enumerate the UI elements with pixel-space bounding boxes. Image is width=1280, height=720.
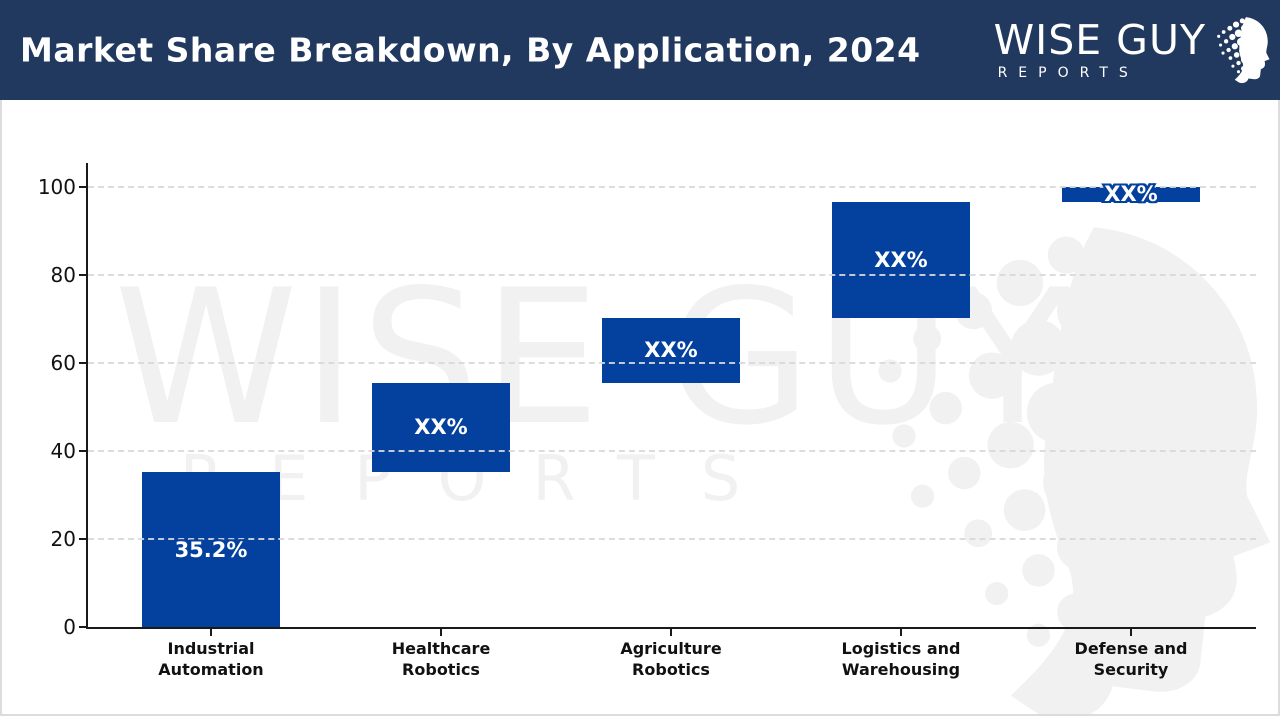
category-label: Industrial Automation — [96, 639, 326, 681]
x-axis-spine — [86, 627, 1256, 629]
logo-head-icon — [1217, 17, 1270, 84]
bar-value-label: 35.2% — [173, 536, 250, 564]
x-tick-mark — [900, 629, 902, 636]
category-label-line: Agriculture — [620, 639, 722, 658]
y-tick-mark — [79, 362, 88, 364]
y-tick-label: 80 — [50, 263, 76, 287]
app-header: Market Share Breakdown, By Application, … — [0, 0, 1280, 100]
category-label: Logistics and Warehousing — [786, 639, 1016, 681]
y-tick-label: 20 — [50, 527, 76, 551]
category-label-line: Defense and — [1074, 639, 1188, 658]
bar-segment — [142, 472, 280, 627]
x-tick-mark — [440, 629, 442, 636]
logo-sub-text: REPORTS — [997, 64, 1139, 81]
category-label-line: Automation — [158, 659, 264, 679]
category-label-line: Healthcare — [391, 639, 491, 658]
gridline — [88, 538, 1256, 540]
category-label-line: Warehousing — [841, 659, 961, 679]
category-label-line: Robotics — [402, 659, 480, 679]
y-tick-label: 100 — [37, 175, 76, 199]
bar-value-label: XX% — [412, 413, 469, 441]
y-axis-spine — [86, 163, 88, 629]
y-tick-mark — [79, 186, 88, 188]
x-tick-mark — [670, 629, 672, 636]
bar-segment — [1062, 187, 1200, 202]
y-tick-mark — [79, 274, 88, 276]
logo-name-text: WISE GUY — [993, 15, 1206, 64]
gridline — [88, 274, 1256, 276]
y-tick-label: 40 — [50, 439, 76, 463]
x-tick-mark — [210, 629, 212, 636]
category-label: Defense and Security — [1016, 639, 1246, 681]
category-label-line: Industrial — [167, 639, 255, 658]
category-label-line: Security — [1093, 659, 1169, 679]
waterfall-chart: 35.2% Industrial Automation XX% Healthcare Ro… — [2, 100, 1278, 714]
bar-value-label: XX% — [1102, 180, 1159, 208]
category-label: Healthcare Robotics — [326, 639, 556, 681]
category-label-line: Logistics and — [841, 639, 961, 658]
category-label: Agriculture Robotics — [556, 639, 786, 681]
y-tick-label: 0 — [63, 615, 76, 639]
gridline — [88, 362, 1256, 364]
gridline — [88, 450, 1256, 452]
bar-segment — [372, 382, 510, 473]
y-tick-mark — [79, 538, 88, 540]
bar-segment — [832, 201, 970, 318]
wiseguy-logo: WISE GUY REPORTS — [994, 0, 1272, 100]
y-tick-mark — [79, 626, 88, 628]
y-tick-label: 60 — [50, 351, 76, 375]
bar-value-label: XX% — [642, 336, 699, 364]
logo-wordmark: WISE GUY REPORTS — [993, 15, 1206, 81]
gridline — [88, 186, 1256, 188]
page-title: Market Share Breakdown, By Application, … — [20, 30, 921, 70]
bar-segment — [602, 317, 740, 383]
category-label-line: Robotics — [632, 659, 710, 679]
y-tick-mark — [79, 450, 88, 452]
chart-stage: WISE GUY REPORTS 35.2% Industrial Automati… — [0, 100, 1280, 716]
x-tick-mark — [1130, 629, 1132, 636]
bar-value-label: XX% — [872, 246, 929, 274]
